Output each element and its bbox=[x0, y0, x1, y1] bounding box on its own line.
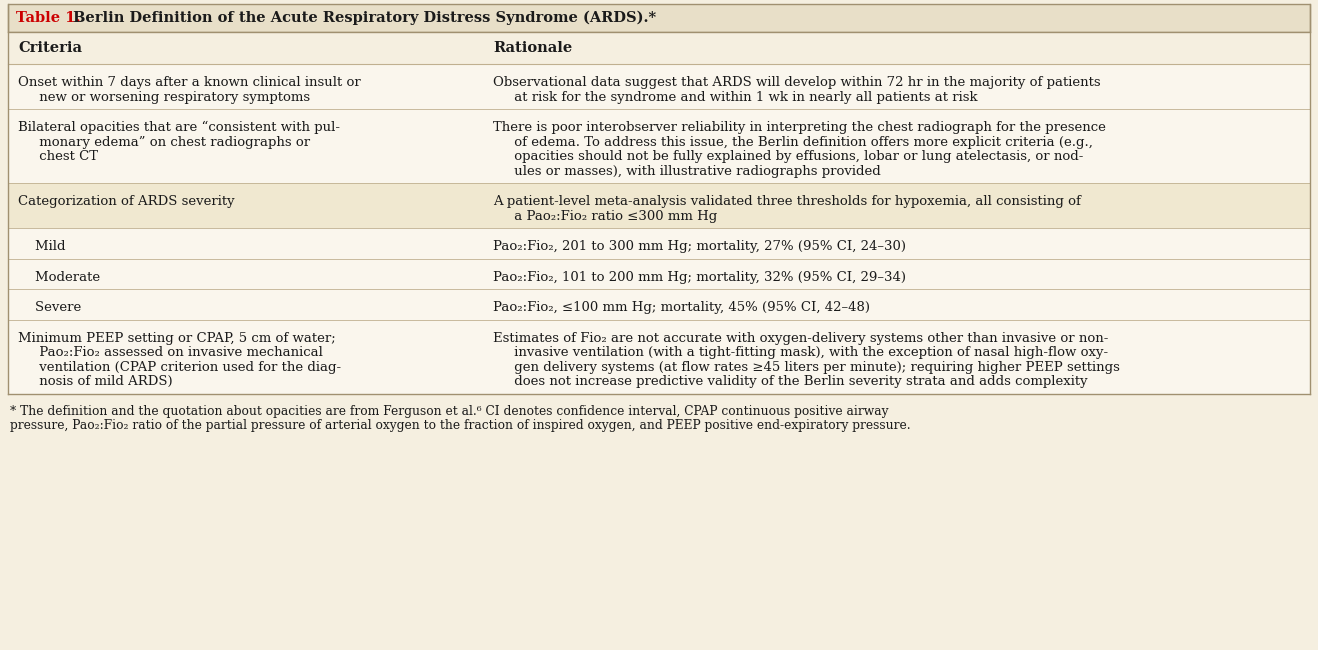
Text: Mild: Mild bbox=[18, 240, 66, 254]
Text: Observational data suggest that ARDS will develop within 72 hr in the majority o: Observational data suggest that ARDS wil… bbox=[493, 77, 1101, 89]
Bar bbox=[8, 109, 1310, 183]
Text: * The definition and the quotation about opacities are from Ferguson et al.⁶ CI : * The definition and the quotation about… bbox=[11, 406, 888, 419]
Text: invasive ventilation (with a tight-fitting mask), with the exception of nasal hi: invasive ventilation (with a tight-fitti… bbox=[493, 346, 1108, 359]
Text: new or worsening respiratory symptoms: new or worsening respiratory symptoms bbox=[18, 91, 310, 104]
Text: Estimates of Fio₂ are not accurate with oxygen-delivery systems other than invas: Estimates of Fio₂ are not accurate with … bbox=[493, 332, 1108, 345]
Text: opacities should not be fully explained by effusions, lobar or lung atelectasis,: opacities should not be fully explained … bbox=[493, 150, 1083, 163]
Text: Pao₂:Fio₂, 201 to 300 mm Hg; mortality, 27% (95% CI, 24–30): Pao₂:Fio₂, 201 to 300 mm Hg; mortality, … bbox=[493, 240, 907, 254]
Text: Minimum PEEP setting or CPAP, 5 cm of water;: Minimum PEEP setting or CPAP, 5 cm of wa… bbox=[18, 332, 336, 345]
Text: gen delivery systems (at flow rates ≥45 liters per minute); requiring higher PEE: gen delivery systems (at flow rates ≥45 … bbox=[493, 361, 1120, 374]
Text: at risk for the syndrome and within 1 wk in nearly all patients at risk: at risk for the syndrome and within 1 wk… bbox=[493, 91, 978, 104]
Text: Criteria: Criteria bbox=[18, 41, 82, 55]
Text: nosis of mild ARDS): nosis of mild ARDS) bbox=[18, 376, 173, 388]
Text: Pao₂:Fio₂, 101 to 200 mm Hg; mortality, 32% (95% CI, 29–34): Pao₂:Fio₂, 101 to 200 mm Hg; mortality, … bbox=[493, 271, 907, 284]
Text: Moderate: Moderate bbox=[18, 271, 100, 284]
Text: does not increase predictive validity of the Berlin severity strata and adds com: does not increase predictive validity of… bbox=[493, 376, 1087, 388]
Text: Berlin Definition of the Acute Respiratory Distress Syndrome (ARDS).*: Berlin Definition of the Acute Respirato… bbox=[69, 11, 656, 25]
Text: ventilation (CPAP criterion used for the diag-: ventilation (CPAP criterion used for the… bbox=[18, 361, 341, 374]
Bar bbox=[8, 289, 1310, 320]
Text: ules or masses), with illustrative radiographs provided: ules or masses), with illustrative radio… bbox=[493, 165, 880, 178]
Text: Onset within 7 days after a known clinical insult or: Onset within 7 days after a known clinic… bbox=[18, 77, 361, 89]
Text: Categorization of ARDS severity: Categorization of ARDS severity bbox=[18, 196, 235, 209]
Bar bbox=[8, 320, 1310, 393]
Text: Rationale: Rationale bbox=[493, 41, 572, 55]
Bar bbox=[8, 228, 1310, 259]
Text: Pao₂:Fio₂, ≤100 mm Hg; mortality, 45% (95% CI, 42–48): Pao₂:Fio₂, ≤100 mm Hg; mortality, 45% (9… bbox=[493, 302, 870, 315]
Bar bbox=[8, 183, 1310, 228]
Text: Bilateral opacities that are “consistent with pul-: Bilateral opacities that are “consistent… bbox=[18, 122, 340, 135]
Text: A patient-level meta-analysis validated three thresholds for hypoxemia, all cons: A patient-level meta-analysis validated … bbox=[493, 196, 1081, 209]
Text: Severe: Severe bbox=[18, 302, 82, 315]
Text: There is poor interobserver reliability in interpreting the chest radiograph for: There is poor interobserver reliability … bbox=[493, 122, 1106, 135]
Text: Pao₂:Fio₂ assessed on invasive mechanical: Pao₂:Fio₂ assessed on invasive mechanica… bbox=[18, 346, 323, 359]
Text: of edema. To address this issue, the Berlin definition offers more explicit crit: of edema. To address this issue, the Ber… bbox=[493, 136, 1093, 149]
Text: chest CT: chest CT bbox=[18, 150, 98, 163]
Bar bbox=[8, 64, 1310, 109]
Text: pressure, Pao₂:Fio₂ ratio of the partial pressure of arterial oxygen to the frac: pressure, Pao₂:Fio₂ ratio of the partial… bbox=[11, 419, 911, 432]
Text: a Pao₂:Fio₂ ratio ≤300 mm Hg: a Pao₂:Fio₂ ratio ≤300 mm Hg bbox=[493, 210, 717, 223]
Bar bbox=[8, 32, 1310, 64]
Text: monary edema” on chest radiographs or: monary edema” on chest radiographs or bbox=[18, 136, 310, 149]
Text: Table 1.: Table 1. bbox=[16, 11, 80, 25]
Bar bbox=[8, 259, 1310, 289]
Bar bbox=[8, 4, 1310, 32]
